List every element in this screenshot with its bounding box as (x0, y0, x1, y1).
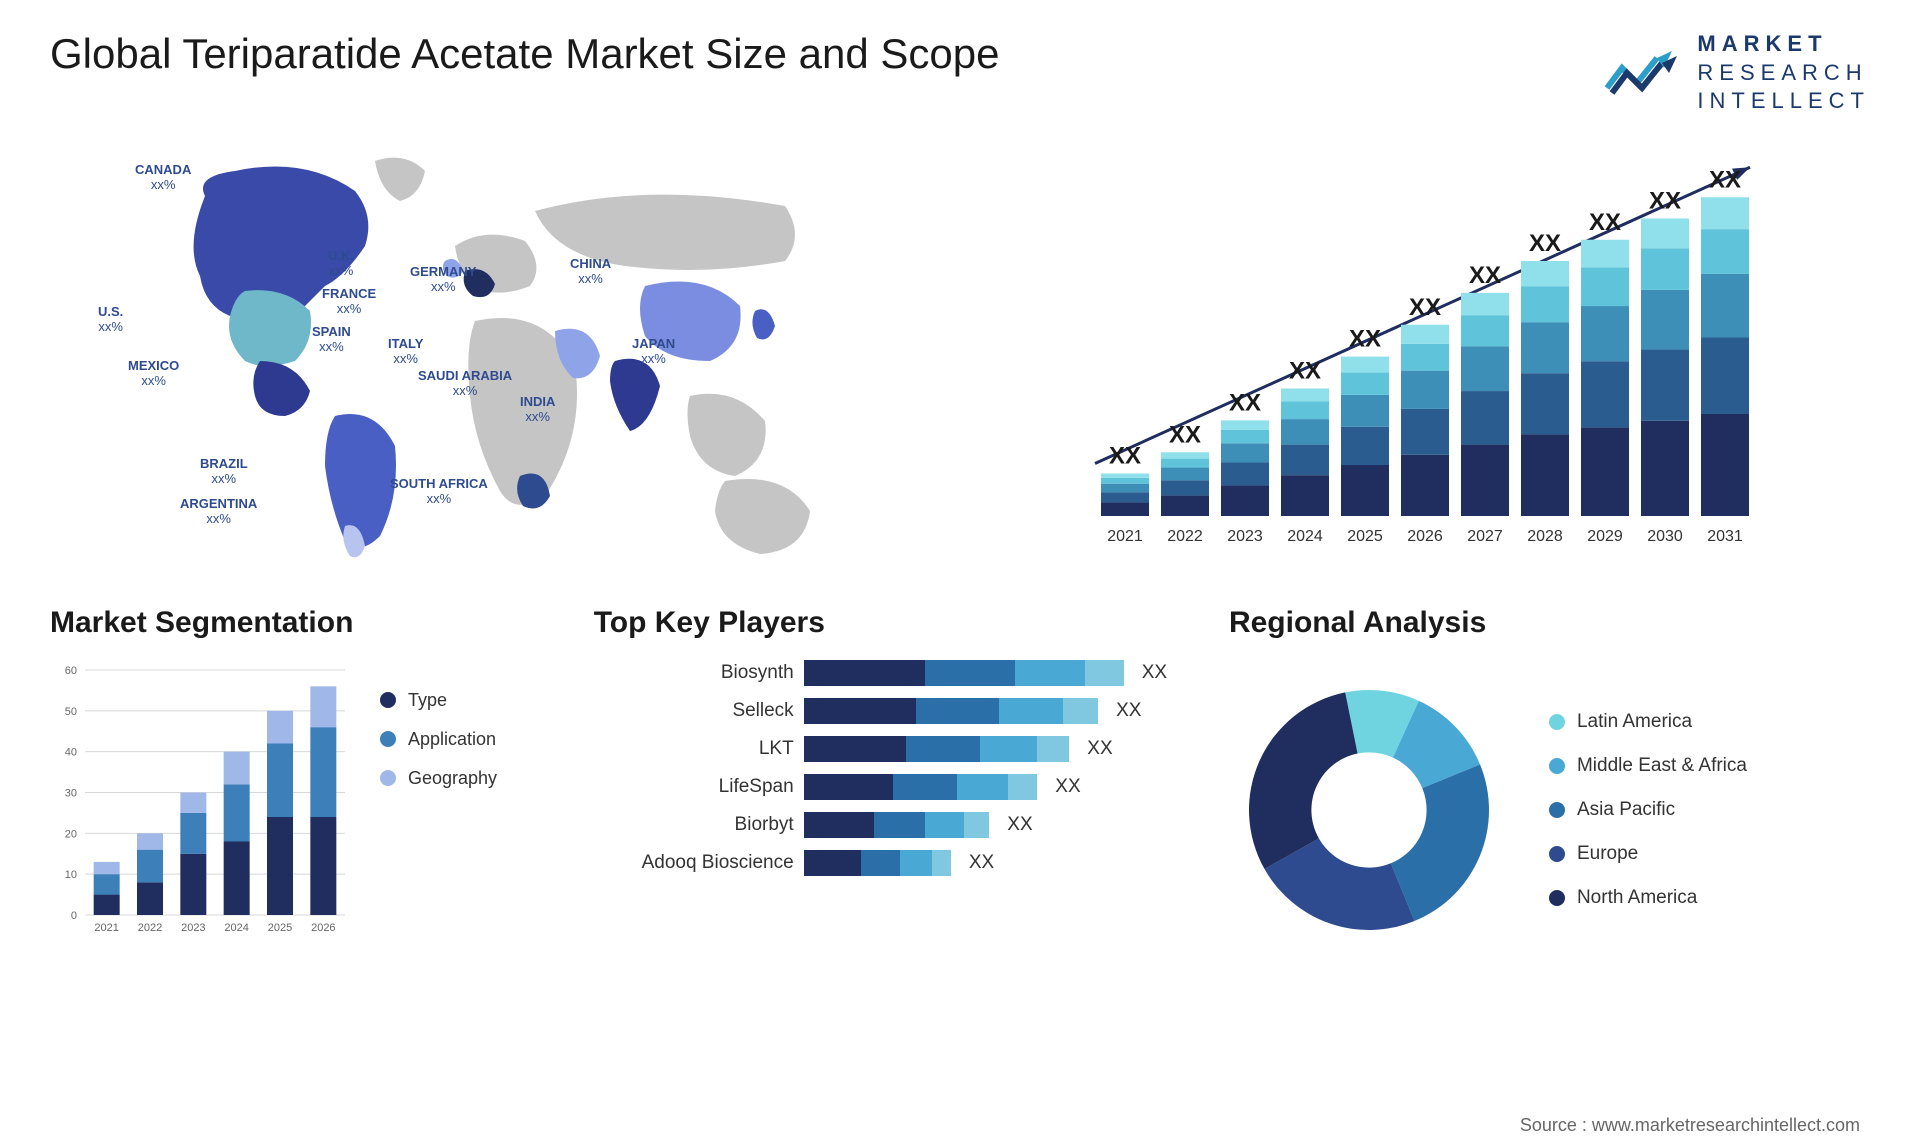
player-row: LKT XX (594, 736, 1189, 762)
svg-text:2022: 2022 (1167, 528, 1203, 545)
player-row: Biosynth XX (594, 660, 1189, 686)
svg-text:30: 30 (65, 787, 77, 799)
svg-text:2021: 2021 (1107, 528, 1143, 545)
svg-text:2028: 2028 (1527, 528, 1563, 545)
svg-text:2029: 2029 (1587, 528, 1623, 545)
logo-line3: INTELLECT (1697, 87, 1870, 116)
segmentation-title: Market Segmentation (50, 606, 554, 640)
source-attribution: Source : www.marketresearchintellect.com (1520, 1115, 1860, 1136)
svg-text:50: 50 (65, 706, 77, 718)
svg-text:XX: XX (1289, 357, 1321, 384)
svg-text:2023: 2023 (181, 922, 205, 934)
map-label: CHINAxx% (570, 256, 611, 287)
player-row: Biorbyt XX (594, 812, 1189, 838)
svg-text:2024: 2024 (224, 922, 248, 934)
map-label: U.S.xx% (98, 304, 123, 335)
map-label: CANADAxx% (135, 162, 191, 193)
map-label: SPAINxx% (312, 324, 351, 355)
svg-text:XX: XX (1349, 325, 1381, 352)
map-label: BRAZILxx% (200, 456, 248, 487)
legend-item: Europe (1549, 843, 1747, 865)
svg-text:2026: 2026 (1407, 528, 1443, 545)
map-label: SOUTH AFRICAxx% (390, 476, 488, 507)
logo-line2: RESEARCH (1697, 59, 1870, 88)
svg-text:20: 20 (65, 828, 77, 840)
map-label: FRANCExx% (322, 286, 376, 317)
legend-item: Middle East & Africa (1549, 755, 1747, 777)
legend-item: Type (380, 690, 497, 711)
segmentation-legend: Type Application Geography (380, 660, 497, 940)
legend-item: Application (380, 729, 497, 750)
player-row: LifeSpan XX (594, 774, 1189, 800)
regional-donut-chart (1229, 670, 1509, 950)
player-row: Selleck XX (594, 698, 1189, 724)
svg-text:40: 40 (65, 746, 77, 758)
svg-text:2026: 2026 (311, 922, 335, 934)
legend-item: Asia Pacific (1549, 799, 1747, 821)
svg-text:2021: 2021 (94, 922, 118, 934)
legend-item: Latin America (1549, 711, 1747, 733)
svg-text:XX: XX (1409, 294, 1441, 321)
map-label: JAPANxx% (632, 336, 675, 367)
svg-text:2027: 2027 (1467, 528, 1503, 545)
logo-line1: MARKET (1697, 30, 1870, 59)
map-label: MEXICOxx% (128, 358, 179, 389)
svg-text:2025: 2025 (1347, 528, 1383, 545)
map-label: ARGENTINAxx% (180, 496, 257, 527)
legend-item: North America (1549, 887, 1747, 909)
players-chart: Biosynth XX Selleck XX LKT XX LifeSpan X… (594, 660, 1189, 876)
svg-text:2024: 2024 (1287, 528, 1323, 545)
legend-item: Geography (380, 768, 497, 789)
svg-text:XX: XX (1169, 421, 1201, 448)
svg-text:0: 0 (71, 910, 77, 922)
map-label: ITALYxx% (388, 336, 423, 367)
map-label: GERMANYxx% (410, 264, 476, 295)
regional-legend: Latin America Middle East & Africa Asia Pa… (1549, 711, 1747, 909)
player-row: Adooq Bioscience XX (594, 850, 1189, 876)
svg-text:60: 60 (65, 665, 77, 677)
svg-text:2022: 2022 (138, 922, 162, 934)
map-label: INDIAxx% (520, 394, 555, 425)
map-label: U.K.xx% (328, 248, 354, 279)
growth-bar-chart: XX 2021 XX 2022 XX 2023 XX 2024 XX 2025 XX 2026 XX 20… (980, 136, 1870, 566)
svg-text:2030: 2030 (1647, 528, 1683, 545)
svg-text:XX: XX (1469, 262, 1501, 289)
world-map-panel: CANADAxx% U.S.xx%MEXICOxx% BRAZILxx% ARGENT… (50, 136, 940, 566)
brand-logo: MARKET RESEARCH INTELLECT (1602, 30, 1870, 116)
map-label: SAUDI ARABIAxx% (418, 368, 512, 399)
svg-text:2031: 2031 (1707, 528, 1743, 545)
svg-text:XX: XX (1109, 442, 1141, 469)
segmentation-chart: 0 10 20 30 40 50 60 2021 2022 2023 2024 2025 2026 (50, 660, 350, 940)
svg-text:2023: 2023 (1227, 528, 1263, 545)
svg-text:XX: XX (1649, 187, 1681, 214)
page-title: Global Teriparatide Acetate Market Size … (50, 30, 999, 78)
svg-text:XX: XX (1529, 230, 1561, 257)
svg-text:XX: XX (1709, 166, 1741, 193)
logo-mark-icon (1602, 43, 1682, 103)
regional-title: Regional Analysis (1229, 606, 1870, 640)
svg-text:10: 10 (65, 869, 77, 881)
svg-text:XX: XX (1589, 209, 1621, 236)
svg-text:XX: XX (1229, 389, 1261, 416)
svg-text:2025: 2025 (268, 922, 292, 934)
players-title: Top Key Players (594, 606, 1189, 640)
